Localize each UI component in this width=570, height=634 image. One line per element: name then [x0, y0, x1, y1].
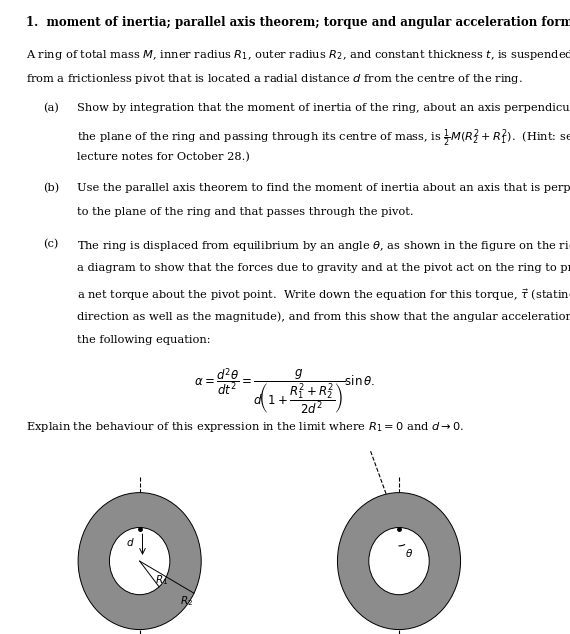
Text: $R_2$: $R_2$ [180, 595, 193, 608]
Circle shape [78, 493, 201, 630]
Text: (b): (b) [43, 183, 59, 193]
Text: direction as well as the magnitude), and from this show that the angular acceler: direction as well as the magnitude), and… [77, 311, 570, 322]
Text: (c): (c) [43, 239, 58, 249]
Text: a diagram to show that the forces due to gravity and at the pivot act on the rin: a diagram to show that the forces due to… [77, 263, 570, 273]
Text: (a): (a) [43, 103, 59, 113]
Text: to the plane of the ring and that passes through the pivot.: to the plane of the ring and that passes… [77, 207, 414, 217]
Text: 1.  moment of inertia; parallel axis theorem; torque and angular acceleration fo: 1. moment of inertia; parallel axis theo… [26, 16, 570, 29]
Text: $d$: $d$ [127, 536, 135, 548]
Text: the plane of the ring and passing through its centre of mass, is $\frac{1}{2}M(R: the plane of the ring and passing throug… [77, 127, 570, 149]
Text: $\alpha = \dfrac{d^2\theta}{dt^2} = \dfrac{g}{d\!\left(1 + \dfrac{R_1^2+R_2^2}{2: $\alpha = \dfrac{d^2\theta}{dt^2} = \dfr… [194, 367, 376, 417]
Circle shape [369, 527, 429, 595]
Text: $\theta$: $\theta$ [405, 547, 413, 559]
Text: Show by integration that the moment of inertia of the ring, about an axis perpen: Show by integration that the moment of i… [77, 103, 570, 113]
Text: $R_1$: $R_1$ [155, 573, 168, 586]
Text: Use the parallel axis theorem to find the moment of inertia about an axis that i: Use the parallel axis theorem to find th… [77, 183, 570, 193]
Text: The ring is displaced from equilibrium by an angle $\theta$, as shown in the fig: The ring is displaced from equilibrium b… [77, 239, 570, 253]
Text: Explain the behaviour of this expression in the limit where $R_1 = 0$ and $d \to: Explain the behaviour of this expression… [26, 420, 464, 434]
Circle shape [109, 527, 170, 595]
Circle shape [337, 493, 461, 630]
Text: A ring of total mass $M$, inner radius $R_1$, outer radius $R_2$, and constant t: A ring of total mass $M$, inner radius $… [26, 48, 570, 61]
Text: a net torque about the pivot point.  Write down the equation for this torque, $\: a net torque about the pivot point. Writ… [77, 287, 570, 303]
Text: the following equation:: the following equation: [77, 335, 210, 346]
Text: from a frictionless pivot that is located a radial distance $d$ from the centre : from a frictionless pivot that is locate… [26, 72, 523, 86]
Text: lecture notes for October 28.): lecture notes for October 28.) [77, 152, 250, 162]
